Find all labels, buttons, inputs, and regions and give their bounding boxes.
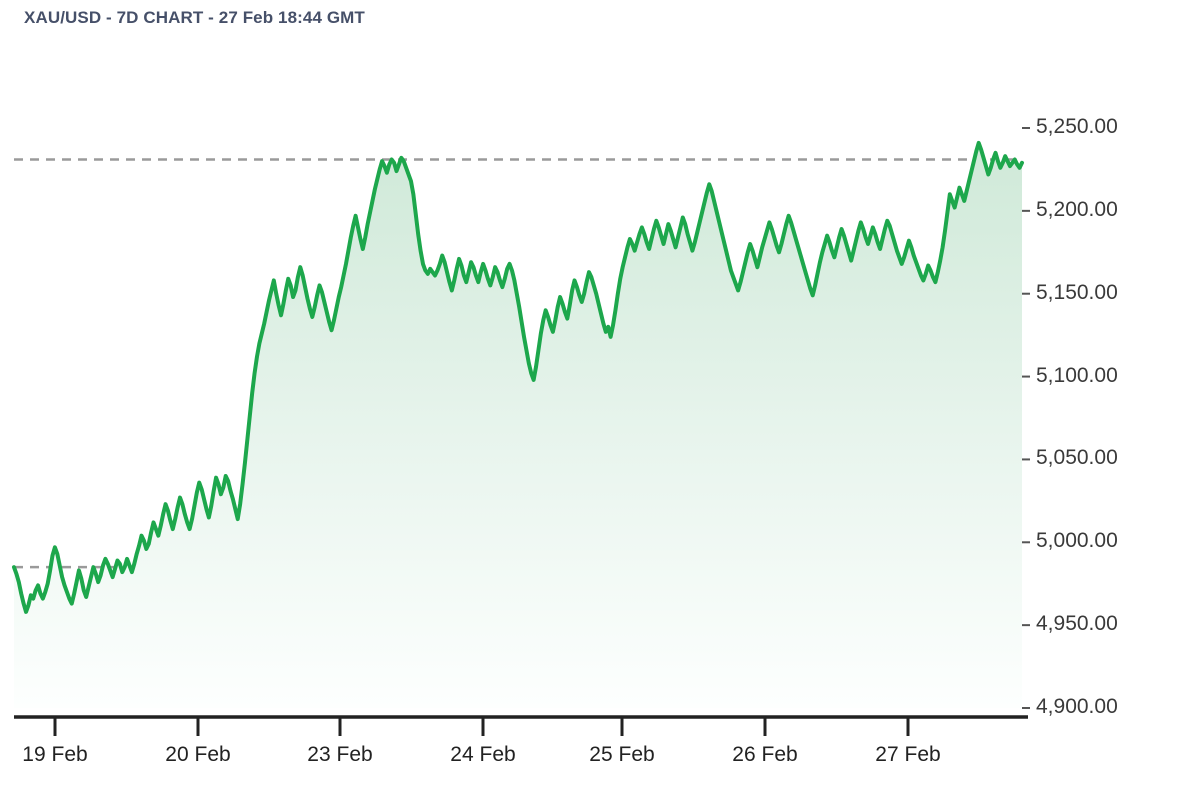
x-axis bbox=[14, 715, 1028, 736]
y-axis-label: 4,900.00 bbox=[1036, 695, 1118, 718]
y-axis-label: 4,950.00 bbox=[1036, 612, 1118, 636]
x-axis-label: 25 Feb bbox=[589, 743, 655, 766]
x-axis-label: 23 Feb bbox=[307, 743, 373, 766]
y-axis-label: 5,150.00 bbox=[1036, 280, 1118, 304]
y-axis-label: 5,050.00 bbox=[1036, 446, 1118, 470]
price-area-fill bbox=[14, 142, 1022, 708]
price-line bbox=[12, 140, 1024, 614]
x-axis-label: 24 Feb bbox=[450, 743, 516, 766]
x-axis-label: 20 Feb bbox=[165, 743, 231, 766]
x-axis-label: 27 Feb bbox=[875, 743, 941, 766]
y-axis-ticks bbox=[1022, 127, 1030, 709]
y-axis-label: 5,100.00 bbox=[1036, 363, 1118, 387]
x-axis-label: 26 Feb bbox=[732, 743, 798, 766]
y-axis-label: 5,200.00 bbox=[1036, 197, 1118, 221]
y-axis-label: 5,000.00 bbox=[1036, 529, 1118, 553]
chart-title: XAU/USD - 7D CHART - 27 Feb 18:44 GMT bbox=[24, 8, 365, 27]
y-axis-label: 5,250.00 bbox=[1036, 115, 1118, 138]
x-axis-label: 19 Feb bbox=[22, 743, 88, 766]
